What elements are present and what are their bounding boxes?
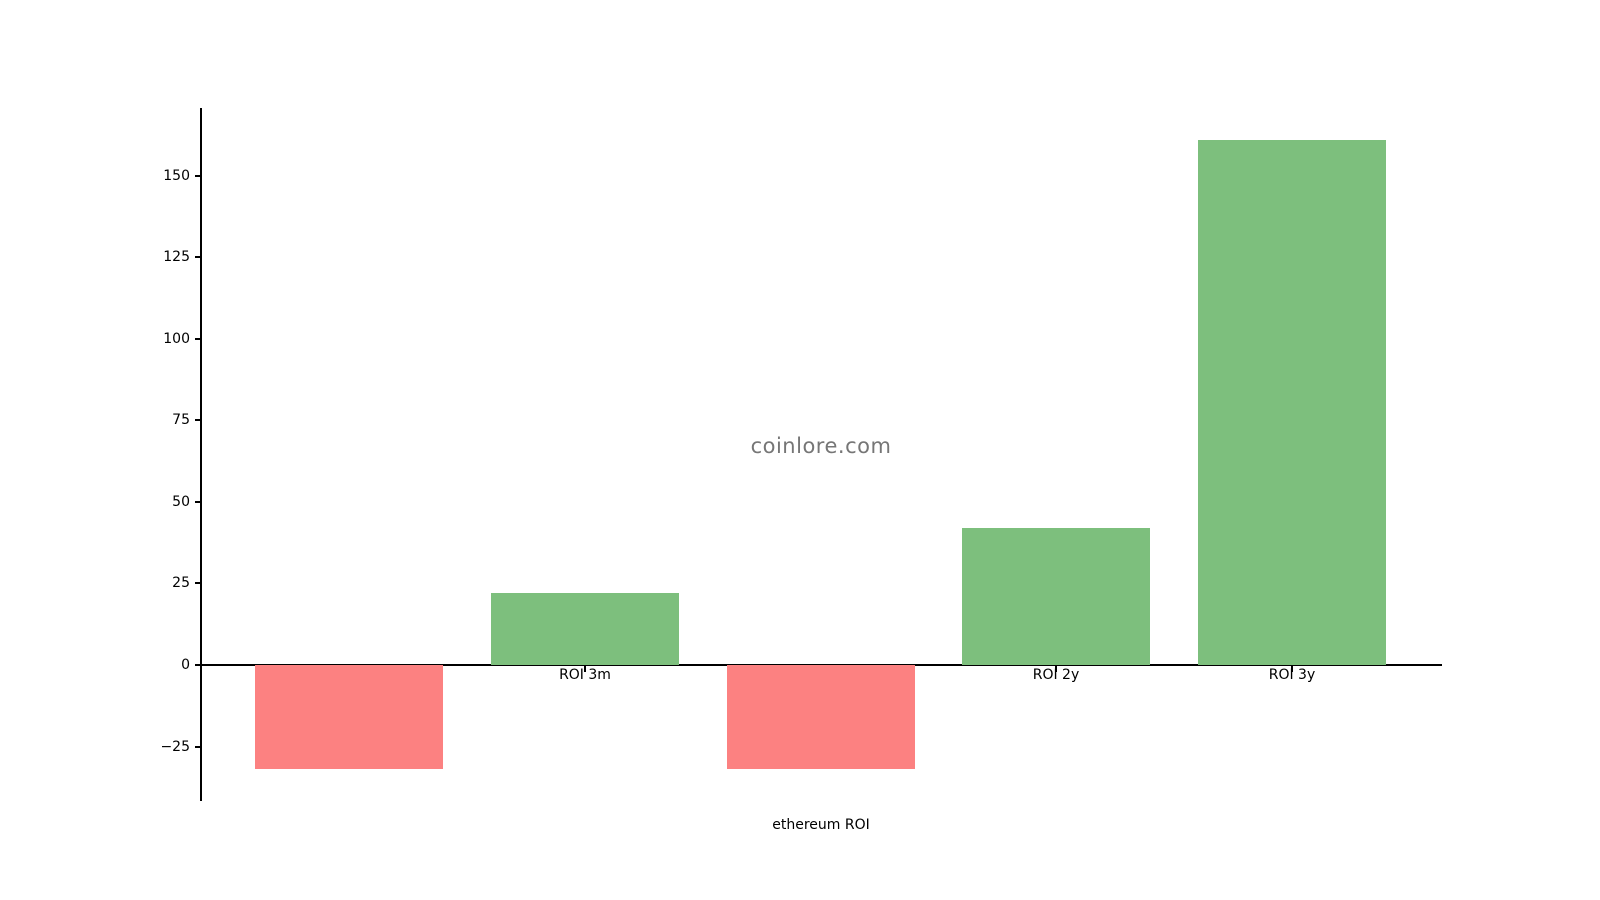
y-tick-label: 75: [172, 412, 190, 428]
y-tick: [195, 582, 201, 584]
y-tick: [195, 664, 201, 666]
y-tick: [195, 746, 201, 748]
y-tick-label: −25: [160, 739, 190, 755]
x-axis-title: ethereum ROI: [772, 817, 870, 833]
bar-1: [491, 593, 679, 665]
x-tick-label: ROI 3m: [559, 667, 611, 683]
y-tick-label: 25: [172, 575, 190, 591]
y-tick-label: 100: [163, 331, 190, 347]
y-tick-label: 150: [163, 168, 190, 184]
y-tick-label: 0: [181, 657, 190, 673]
x-tick-label: ROI 3y: [1268, 667, 1316, 683]
bar-4: [1198, 140, 1386, 665]
bar-3: [962, 528, 1150, 665]
x-tick-label: ROI 2y: [1032, 667, 1080, 683]
y-tick: [195, 419, 201, 421]
y-tick-label: 125: [163, 249, 190, 265]
x-tick: [1291, 665, 1293, 672]
y-tick: [195, 338, 201, 340]
y-tick: [195, 256, 201, 258]
y-axis-line: [200, 108, 202, 801]
watermark: coinlore.com: [750, 434, 892, 458]
y-tick: [195, 175, 201, 177]
y-tick: [195, 501, 201, 503]
y-tick-label: 50: [172, 494, 190, 510]
x-tick: [1055, 665, 1057, 672]
bar-0: [255, 665, 443, 769]
bar-2: [727, 665, 915, 769]
x-tick: [584, 665, 586, 672]
